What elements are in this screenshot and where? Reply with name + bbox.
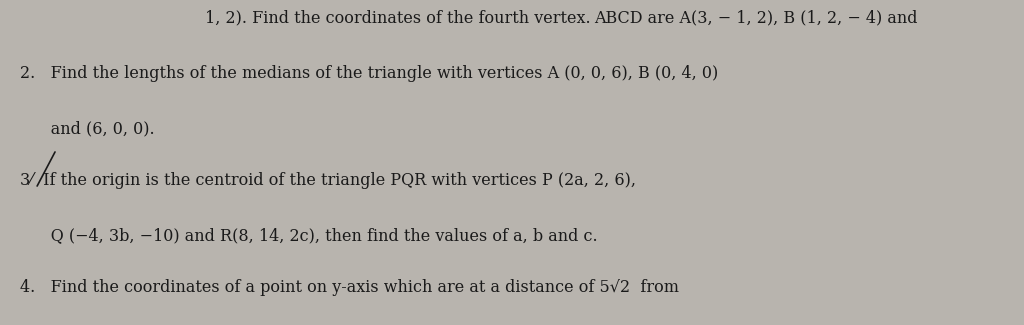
Text: 2.   Find the lengths of the medians of the triangle with vertices A (0, 0, 6), : 2. Find the lengths of the medians of th… <box>20 65 719 82</box>
Text: ABCD are A(3, − 1, 2), B (1, 2, − 4) and: ABCD are A(3, − 1, 2), B (1, 2, − 4) and <box>594 10 918 27</box>
Text: 4.   Find the coordinates of a point on y-axis which are at a distance of 5√2  f: 4. Find the coordinates of a point on y-… <box>20 280 680 296</box>
Text: 3⁄  If the origin is the centroid of the triangle PQR with vertices P (2a, 2, 6): 3⁄ If the origin is the centroid of the … <box>20 172 637 189</box>
Text: Q (−4, 3b, −10) and R(8, 14, 2c), then find the values of a, b and c.: Q (−4, 3b, −10) and R(8, 14, 2c), then f… <box>20 227 598 244</box>
Text: 1, 2). Find the coordinates of the fourth vertex.: 1, 2). Find the coordinates of the fourt… <box>205 10 591 27</box>
Text: and (6, 0, 0).: and (6, 0, 0). <box>20 120 155 137</box>
